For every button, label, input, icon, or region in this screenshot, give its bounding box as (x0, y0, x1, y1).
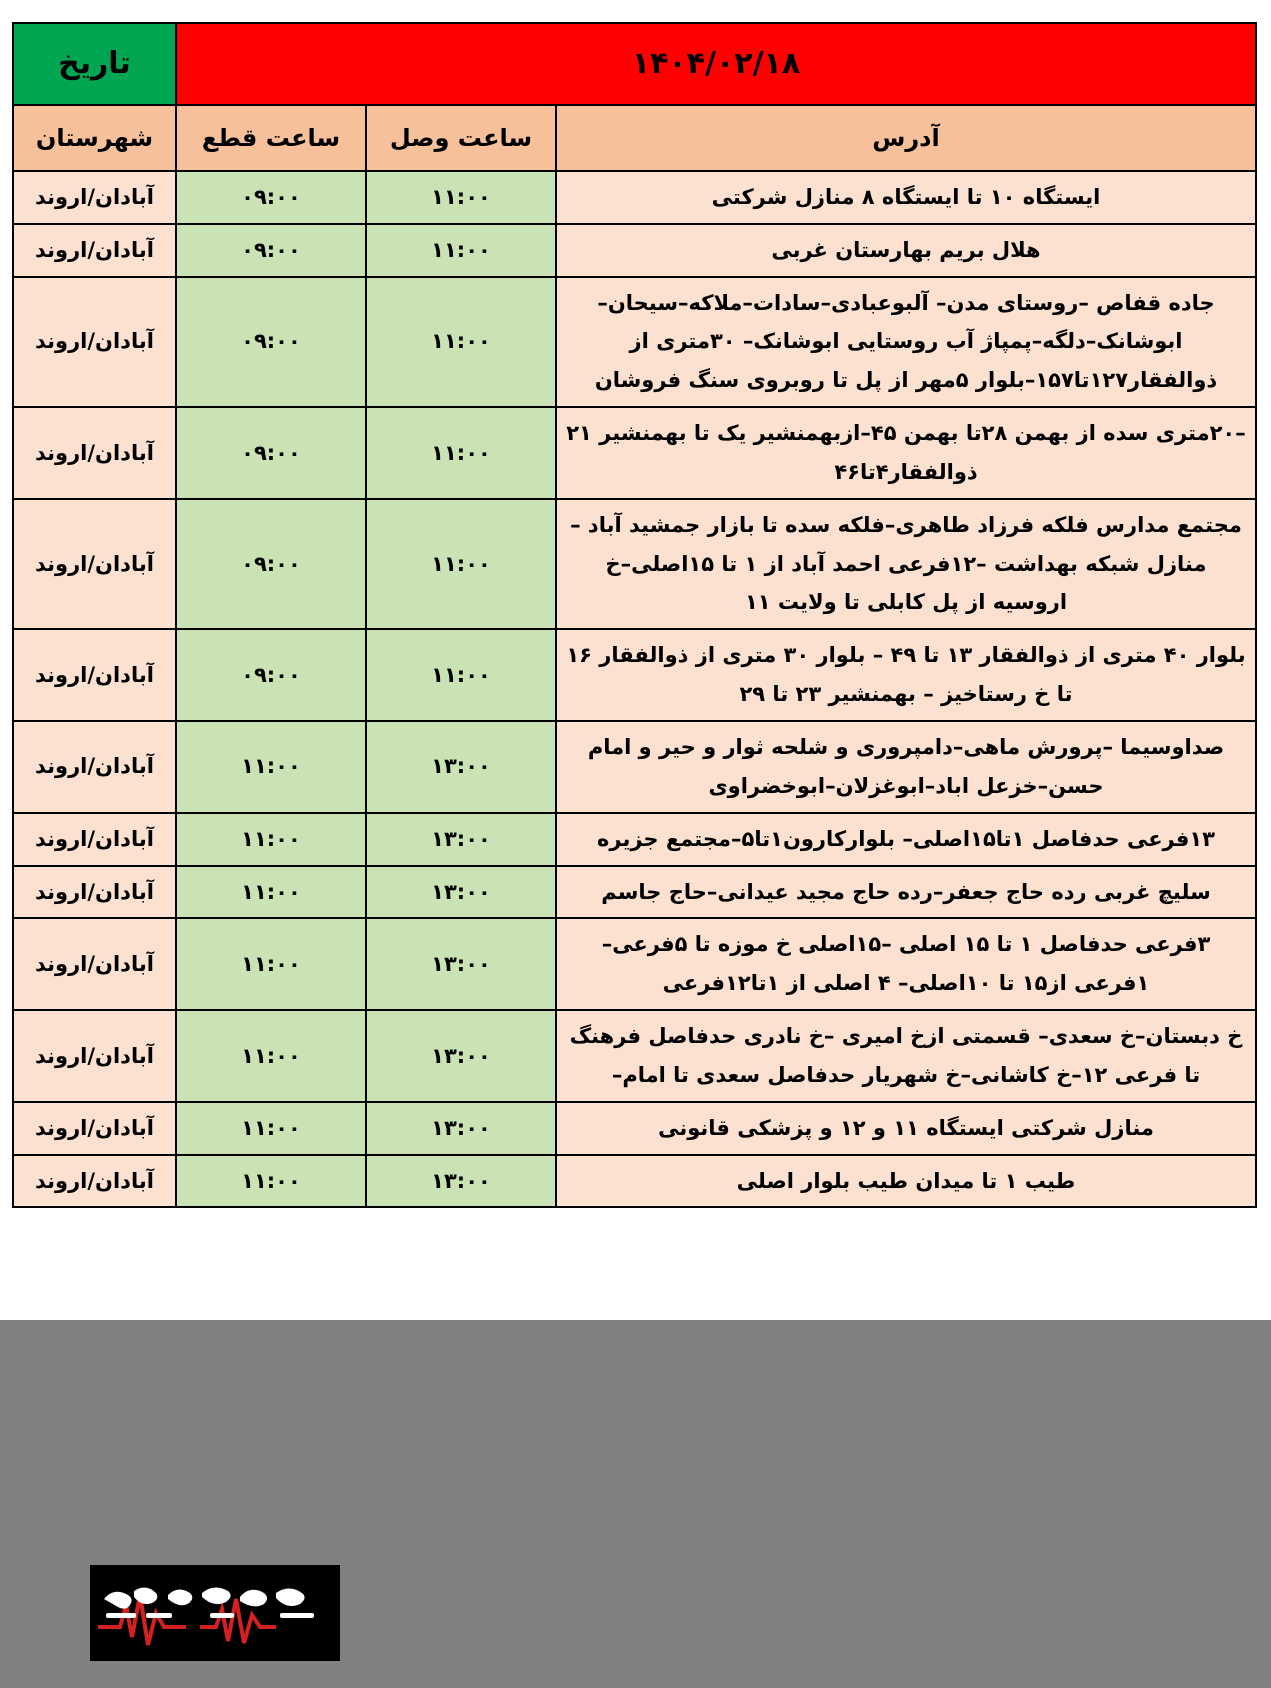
cell-time-on: ۱۱:۰۰ (365, 169, 557, 225)
table-row: –۲۰متری سده از بهمن ۲۸تا بهمن ۴۵–ازبهمنش… (11, 406, 1257, 500)
cell-address: خ دبستان–خ سعدی– قسمتی ازخ امیری –خ نادر… (555, 1009, 1257, 1103)
header-row-columns: آدرس ساعت وصل ساعت قطع شهرستان (11, 103, 1257, 172)
cell-address: صداوسیما –پرورش ماهی–دامپروری و شلحه ثوا… (555, 720, 1257, 814)
cell-address: ۳فرعی حدفاصل ۱ تا ۱۵ اصلی –۱۵اصلی خ موزه… (555, 917, 1257, 1012)
cell-city: آبادان/اروند (11, 628, 177, 723)
table-row: هلال بریم بهارستان غربی ۱۱:۰۰ ۰۹:۰۰ آبادان/… (11, 222, 1257, 278)
table-body: ایستگاه ۱۰ تا ایستگاه ۸ منازل شرکتی ۱۱:۰۰… (11, 169, 1257, 1209)
cell-time-off: ۰۹:۰۰ (174, 628, 368, 723)
column-header-time-on: ساعت وصل (365, 103, 557, 172)
cell-address: ایستگاه ۱۰ تا ایستگاه ۸ منازل شرکتی (555, 169, 1257, 225)
header-row-date: ۱۴۰۴/۰۲/۱۸ تاریخ (11, 22, 1258, 106)
cell-time-off: ۰۹:۰۰ (174, 222, 368, 278)
table-row: صداوسیما –پرورش ماهی–دامپروری و شلحه ثوا… (11, 720, 1257, 814)
cell-time-on: ۱۳:۰۰ (365, 1009, 557, 1103)
cell-time-on: ۱۳:۰۰ (365, 1153, 557, 1209)
table-row: ایستگاه ۱۰ تا ایستگاه ۸ منازل شرکتی ۱۱:۰۰… (11, 169, 1257, 225)
cell-address: جاده قفاص –روستای مدن– آلبوعبادی–سادات–م… (555, 275, 1257, 409)
cell-time-on: ۱۳:۰۰ (365, 864, 557, 920)
cell-time-on: ۱۱:۰۰ (365, 275, 557, 409)
cell-time-off: ۰۹:۰۰ (174, 169, 368, 225)
logo-artwork-icon (90, 1565, 340, 1661)
cell-time-off: ۱۱:۰۰ (174, 917, 368, 1012)
table-row: ۳فرعی حدفاصل ۱ تا ۱۵ اصلی –۱۵اصلی خ موزه… (11, 917, 1257, 1012)
cell-city: آبادان/اروند (11, 864, 177, 920)
cell-time-off: ۱۱:۰۰ (174, 1009, 368, 1103)
cell-address: بلوار ۴۰ متری از ذوالفقار ۱۳ تا ۴۹ – بلو… (555, 628, 1257, 723)
table-row: جاده قفاص –روستای مدن– آلبوعبادی–سادات–م… (11, 275, 1257, 409)
cell-address: هلال بریم بهارستان غربی (555, 222, 1257, 278)
cell-address: –۲۰متری سده از بهمن ۲۸تا بهمن ۴۵–ازبهمنش… (555, 406, 1257, 500)
cell-city: آبادان/اروند (11, 1100, 177, 1156)
cell-city: آبادان/اروند (11, 169, 177, 225)
cell-time-on: ۱۱:۰۰ (365, 222, 557, 278)
cell-time-off: ۱۱:۰۰ (174, 720, 368, 814)
cell-city: آبادان/اروند (11, 406, 177, 500)
table-row: منازل شرکتی ایستگاه ۱۱ و ۱۲ و پزشکی قانو… (11, 1100, 1257, 1156)
cell-city: آبادان/اروند (11, 222, 177, 278)
cell-time-on: ۱۱:۰۰ (365, 497, 557, 631)
cell-time-on: ۱۳:۰۰ (365, 1100, 557, 1156)
header-date-value: ۱۴۰۴/۰۲/۱۸ (174, 22, 1258, 106)
cell-time-off: ۰۹:۰۰ (174, 497, 368, 631)
table-row: ۱۳فرعی حدفاصل ۱تا۱۵اصلی– بلوارکارون۱تا۵–… (11, 811, 1257, 867)
table-row: بلوار ۴۰ متری از ذوالفقار ۱۳ تا ۴۹ – بلو… (11, 628, 1257, 723)
table-header: ۱۴۰۴/۰۲/۱۸ تاریخ آدرس ساعت وصل ساعت قطع … (11, 22, 1258, 172)
table-row: سلیچ غربی رده حاج جعفر–رده حاج مجید عیدا… (11, 864, 1257, 920)
cell-address: سلیچ غربی رده حاج جعفر–رده حاج مجید عیدا… (555, 864, 1257, 920)
table-row: طیب ۱ تا میدان طیب بلوار اصلی ۱۳:۰۰ ۱۱:۰۰ آ… (11, 1153, 1257, 1209)
cell-time-on: ۱۱:۰۰ (365, 628, 557, 723)
cell-time-on: ۱۳:۰۰ (365, 917, 557, 1012)
cell-time-off: ۱۱:۰۰ (174, 811, 368, 867)
cell-address: طیب ۱ تا میدان طیب بلوار اصلی (555, 1153, 1257, 1209)
cell-city: آبادان/اروند (11, 811, 177, 867)
column-header-time-off: ساعت قطع (174, 103, 368, 172)
table-row: خ دبستان–خ سعدی– قسمتی ازخ امیری –خ نادر… (11, 1009, 1257, 1103)
cell-address: ۱۳فرعی حدفاصل ۱تا۱۵اصلی– بلوارکارون۱تا۵–… (555, 811, 1257, 867)
cell-time-off: ۱۱:۰۰ (174, 864, 368, 920)
header-date-label: تاریخ (11, 22, 177, 106)
cell-time-on: ۱۳:۰۰ (365, 811, 557, 867)
cell-city: آبادان/اروند (11, 1153, 177, 1209)
cell-city: آبادان/اروند (11, 1009, 177, 1103)
table-row: مجتمع مدارس فلکه فرزاد طاهری–فلکه سده تا… (11, 497, 1257, 631)
cell-city: آبادان/اروند (11, 720, 177, 814)
power-outage-table: ۱۴۰۴/۰۲/۱۸ تاریخ آدرس ساعت وصل ساعت قطع … (11, 22, 1258, 1209)
cell-time-on: ۱۳:۰۰ (365, 720, 557, 814)
cell-time-off: ۰۹:۰۰ (174, 275, 368, 409)
column-header-address: آدرس (555, 103, 1257, 172)
cell-time-on: ۱۱:۰۰ (365, 406, 557, 500)
news-agency-logo (90, 1565, 340, 1661)
cell-city: آبادان/اروند (11, 497, 177, 631)
cell-time-off: ۱۱:۰۰ (174, 1100, 368, 1156)
cell-time-off: ۰۹:۰۰ (174, 406, 368, 500)
column-header-city: شهرستان (11, 103, 177, 172)
cell-address: مجتمع مدارس فلکه فرزاد طاهری–فلکه سده تا… (555, 497, 1257, 631)
cell-city: آبادان/اروند (11, 275, 177, 409)
cell-city: آبادان/اروند (11, 917, 177, 1012)
cell-address: منازل شرکتی ایستگاه ۱۱ و ۱۲ و پزشکی قانو… (555, 1100, 1257, 1156)
cell-time-off: ۱۱:۰۰ (174, 1153, 368, 1209)
